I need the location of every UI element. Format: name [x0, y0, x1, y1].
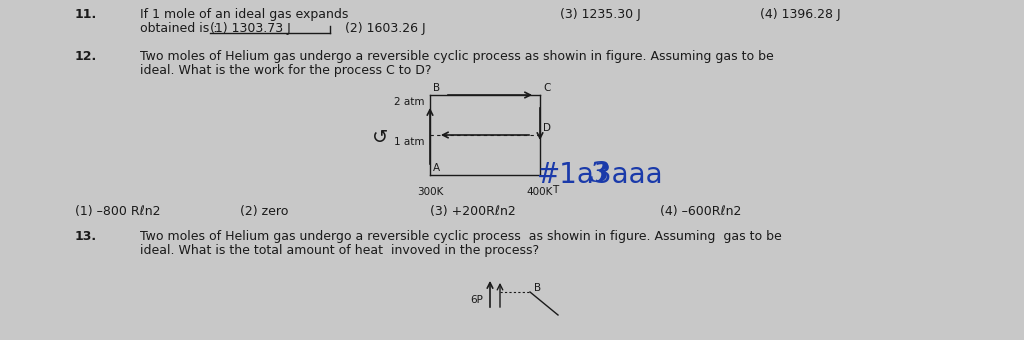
Text: (3) 1235.30 J: (3) 1235.30 J [560, 8, 641, 21]
Text: #1a3aaa: #1a3aaa [537, 161, 664, 189]
Text: (1) 1303.73 J: (1) 1303.73 J [210, 22, 291, 35]
Text: C: C [543, 83, 550, 93]
Text: ↺: ↺ [372, 129, 388, 148]
Text: 11.: 11. [75, 8, 97, 21]
Text: 3: 3 [591, 162, 609, 188]
Text: 2 atm: 2 atm [394, 97, 425, 107]
Text: B: B [433, 83, 440, 93]
Text: 13.: 13. [75, 230, 97, 243]
Text: ideal. What is the total amount of heat  invoved in the process?: ideal. What is the total amount of heat … [140, 244, 539, 257]
Text: B: B [534, 283, 541, 293]
Text: (4) –600Rℓn2: (4) –600Rℓn2 [660, 205, 741, 218]
Text: (4) 1396.28 J: (4) 1396.28 J [760, 8, 841, 21]
Text: ideal. What is the work for the process C to D?: ideal. What is the work for the process … [140, 64, 431, 77]
Text: D: D [543, 123, 551, 133]
Text: (1) –800 Rℓn2: (1) –800 Rℓn2 [75, 205, 161, 218]
Text: 1 atm: 1 atm [394, 137, 425, 147]
Text: obtained is :: obtained is : [140, 22, 217, 35]
Text: T: T [552, 185, 558, 195]
Text: If 1 mole of an ideal gas expands: If 1 mole of an ideal gas expands [140, 8, 348, 21]
Text: 6P: 6P [470, 295, 483, 305]
Text: 300K: 300K [417, 187, 443, 197]
Text: Two moles of Helium gas undergo a reversible cyclic process as showin in figure.: Two moles of Helium gas undergo a revers… [140, 50, 774, 63]
Text: (2) zero: (2) zero [240, 205, 289, 218]
Text: Two moles of Helium gas undergo a reversible cyclic process  as showin in figure: Two moles of Helium gas undergo a revers… [140, 230, 781, 243]
Text: (2) 1603.26 J: (2) 1603.26 J [345, 22, 426, 35]
Text: 12.: 12. [75, 50, 97, 63]
Text: 400K: 400K [526, 187, 553, 197]
Text: A: A [433, 163, 440, 173]
Text: (3) +200Rℓn2: (3) +200Rℓn2 [430, 205, 516, 218]
